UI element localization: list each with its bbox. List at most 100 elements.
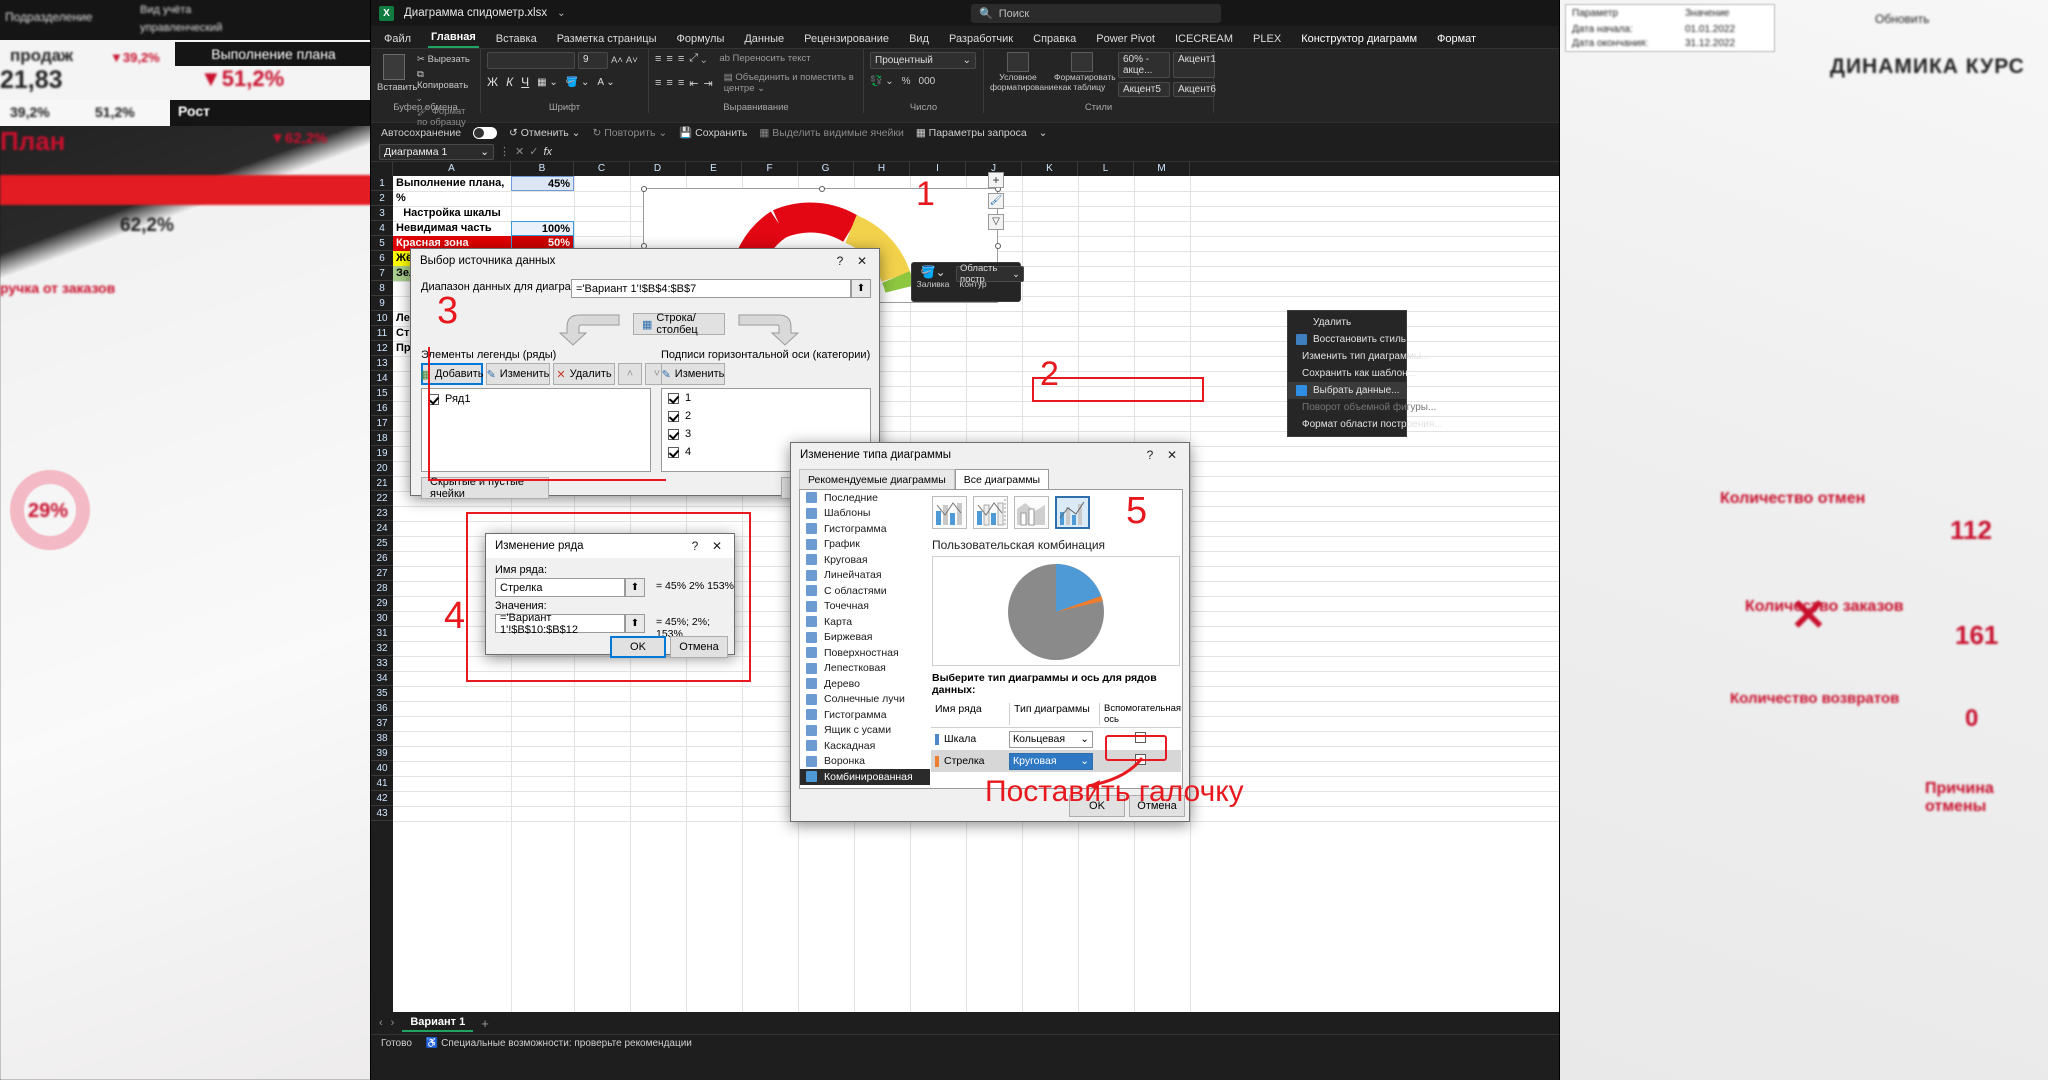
row-header-28[interactable]: 28 bbox=[371, 581, 393, 596]
tab-page-layout[interactable]: Разметка страницы bbox=[556, 33, 657, 45]
tab-formulas[interactable]: Формулы bbox=[676, 33, 725, 45]
row-header-36[interactable]: 36 bbox=[371, 701, 393, 716]
subtype-combo-2[interactable] bbox=[973, 496, 1008, 529]
chart-type-cancel-button[interactable]: Отмена bbox=[1129, 795, 1185, 817]
row-header-13[interactable]: 13 bbox=[371, 356, 393, 371]
switch-row-column-button[interactable]: ▦ Строка/столбец bbox=[633, 312, 725, 336]
increase-font-icon[interactable]: A˄ bbox=[611, 55, 623, 66]
row-header-16[interactable]: 16 bbox=[371, 401, 393, 416]
cell-A3[interactable]: Настройка шкалы bbox=[403, 207, 501, 219]
table-row[interactable]: Стрелка Круговая ⌄ bbox=[931, 750, 1181, 772]
row-header-33[interactable]: 33 bbox=[371, 656, 393, 671]
series-name-picker-icon[interactable]: ⬆ bbox=[625, 578, 645, 597]
row-header-34[interactable]: 34 bbox=[371, 671, 393, 686]
italic-button[interactable]: К bbox=[506, 75, 514, 89]
series-type-select-scale[interactable]: Кольцевая ⌄ bbox=[1009, 730, 1093, 748]
cell-A10[interactable]: Лег bbox=[396, 312, 415, 324]
row-header-24[interactable]: 24 bbox=[371, 521, 393, 536]
tab-recommended-charts[interactable]: Рекомендуемые диаграммы bbox=[799, 469, 955, 491]
cut-button[interactable]: ✂ Вырезать bbox=[417, 54, 470, 65]
range-picker-icon[interactable]: ⬆ bbox=[851, 279, 871, 298]
legend-entries-list[interactable]: Ряд1 bbox=[421, 388, 651, 472]
tab-all-charts[interactable]: Все диаграммы bbox=[954, 469, 1050, 491]
font-name-select[interactable] bbox=[487, 52, 575, 69]
row-header-4[interactable]: 4 bbox=[371, 221, 393, 236]
cell-B4[interactable]: 100% bbox=[511, 221, 574, 236]
tab-developer[interactable]: Разработчик bbox=[948, 33, 1014, 45]
chart-category-list[interactable]: Последние Шаблоны Гистограмма График Кругова… bbox=[800, 490, 930, 788]
increase-indent-icon[interactable]: ⇥ bbox=[703, 77, 713, 90]
format-as-table-button[interactable]: Форматировать как таблицу bbox=[1054, 52, 1116, 97]
row-header-17[interactable]: 17 bbox=[371, 416, 393, 431]
borders-icon[interactable]: ▦ ⌄ bbox=[537, 76, 558, 88]
row-header-14[interactable]: 14 bbox=[371, 371, 393, 386]
row-header-26[interactable]: 26 bbox=[371, 551, 393, 566]
chart-category-11[interactable]: Лепестковая bbox=[800, 661, 930, 677]
tab-help[interactable]: Справка bbox=[1033, 33, 1077, 45]
align-right-icon[interactable]: ≡ bbox=[677, 77, 685, 89]
chevron-down-icon[interactable]: ⌄ bbox=[557, 7, 566, 19]
chart-element-select[interactable]: Область постр ⌄ bbox=[956, 263, 1024, 285]
redo-button[interactable]: ↻ Повторить ⌄ bbox=[592, 126, 668, 139]
series-type-select-arrow[interactable]: Круговая ⌄ bbox=[1009, 752, 1093, 770]
cell-A1[interactable]: Выполнение плана, % bbox=[396, 177, 505, 204]
row-header-15[interactable]: 15 bbox=[371, 386, 393, 401]
series-values-picker-icon[interactable]: ⬆ bbox=[625, 614, 645, 633]
cell-A5[interactable]: Красная зона bbox=[393, 236, 511, 251]
column-header-I[interactable]: I bbox=[910, 162, 966, 176]
row-header-29[interactable]: 29 bbox=[371, 596, 393, 611]
tab-format[interactable]: Формат bbox=[1437, 33, 1477, 45]
tab-data[interactable]: Данные bbox=[744, 33, 785, 45]
row-header-8[interactable]: 8 bbox=[371, 281, 393, 296]
tab-chart-design[interactable]: Конструктор диаграмм bbox=[1301, 33, 1418, 45]
row-header-7[interactable]: 7 bbox=[371, 266, 393, 281]
axis-item-checkbox[interactable] bbox=[668, 428, 679, 440]
axis-item-checkbox[interactable] bbox=[668, 392, 679, 404]
column-header-K[interactable]: K bbox=[1022, 162, 1078, 176]
number-format-select[interactable]: Процентный ⌄ bbox=[870, 52, 976, 69]
chart-category-5[interactable]: Линейчатая bbox=[800, 568, 930, 584]
tab-icecream[interactable]: ICECREAM bbox=[1174, 33, 1234, 45]
context-item-delete[interactable]: Удалить bbox=[1288, 314, 1406, 331]
row-header-3[interactable]: 3 bbox=[371, 206, 393, 221]
row-header-19[interactable]: 19 bbox=[371, 446, 393, 461]
chart-type-ok-button[interactable]: OK bbox=[1069, 795, 1125, 817]
chart-category-18[interactable]: Комбинированная bbox=[800, 769, 930, 785]
chart-category-8[interactable]: Карта bbox=[800, 614, 930, 630]
decrease-indent-icon[interactable]: ⇤ bbox=[689, 77, 699, 90]
range-input[interactable]: ='Вариант 1'!$B$4:$B$7 bbox=[571, 279, 851, 298]
orientation-icon[interactable]: ⤢ ⌄ bbox=[689, 52, 707, 64]
prev-sheet-icon[interactable]: ‹ bbox=[379, 1017, 383, 1029]
paste-button[interactable]: Вставить bbox=[377, 52, 417, 128]
copy-button[interactable]: ⧉ Копировать ⌄ bbox=[417, 69, 469, 102]
close-icon[interactable]: ✕ bbox=[856, 254, 868, 268]
chart-category-10[interactable]: Поверхностная bbox=[800, 645, 930, 661]
font-size-select[interactable]: 9 bbox=[578, 52, 608, 69]
chart-category-13[interactable]: Солнечные лучи bbox=[800, 692, 930, 708]
column-header-H[interactable]: H bbox=[854, 162, 910, 176]
context-item-format-plot-area[interactable]: Формат области построения... bbox=[1288, 416, 1443, 433]
edit-series-cancel-button[interactable]: Отмена bbox=[670, 636, 728, 658]
chart-filters-icon[interactable]: ▽ bbox=[988, 214, 1004, 230]
edit-series-button[interactable]: ✎ Изменить bbox=[486, 363, 550, 385]
chart-category-3[interactable]: График bbox=[800, 537, 930, 553]
list-item[interactable]: 4 bbox=[662, 443, 870, 461]
chart-category-7[interactable]: Точечная bbox=[800, 599, 930, 615]
column-header-E[interactable]: E bbox=[686, 162, 742, 176]
cancel-icon[interactable]: ✕ bbox=[515, 146, 525, 158]
accessibility-status[interactable]: ♿ Специальные возможности: проверьте рек… bbox=[425, 1038, 692, 1049]
row-header-22[interactable]: 22 bbox=[371, 491, 393, 506]
column-header-C[interactable]: C bbox=[574, 162, 630, 176]
help-icon[interactable]: ? bbox=[1146, 448, 1154, 462]
undo-button[interactable]: ↺ Отменить ⌄ bbox=[509, 126, 581, 139]
column-header-G[interactable]: G bbox=[798, 162, 854, 176]
tab-home[interactable]: Главная bbox=[428, 30, 479, 48]
chart-styles-icon[interactable]: 🖌 bbox=[988, 193, 1004, 209]
row-header-2[interactable]: 2 bbox=[371, 191, 393, 206]
row-header-1[interactable]: 1 bbox=[371, 176, 393, 191]
column-header-D[interactable]: D bbox=[630, 162, 686, 176]
row-header-30[interactable]: 30 bbox=[371, 611, 393, 626]
subtype-custom-combo[interactable] bbox=[1055, 496, 1090, 529]
row-header-31[interactable]: 31 bbox=[371, 626, 393, 641]
resize-handle-mr[interactable] bbox=[995, 243, 1001, 249]
